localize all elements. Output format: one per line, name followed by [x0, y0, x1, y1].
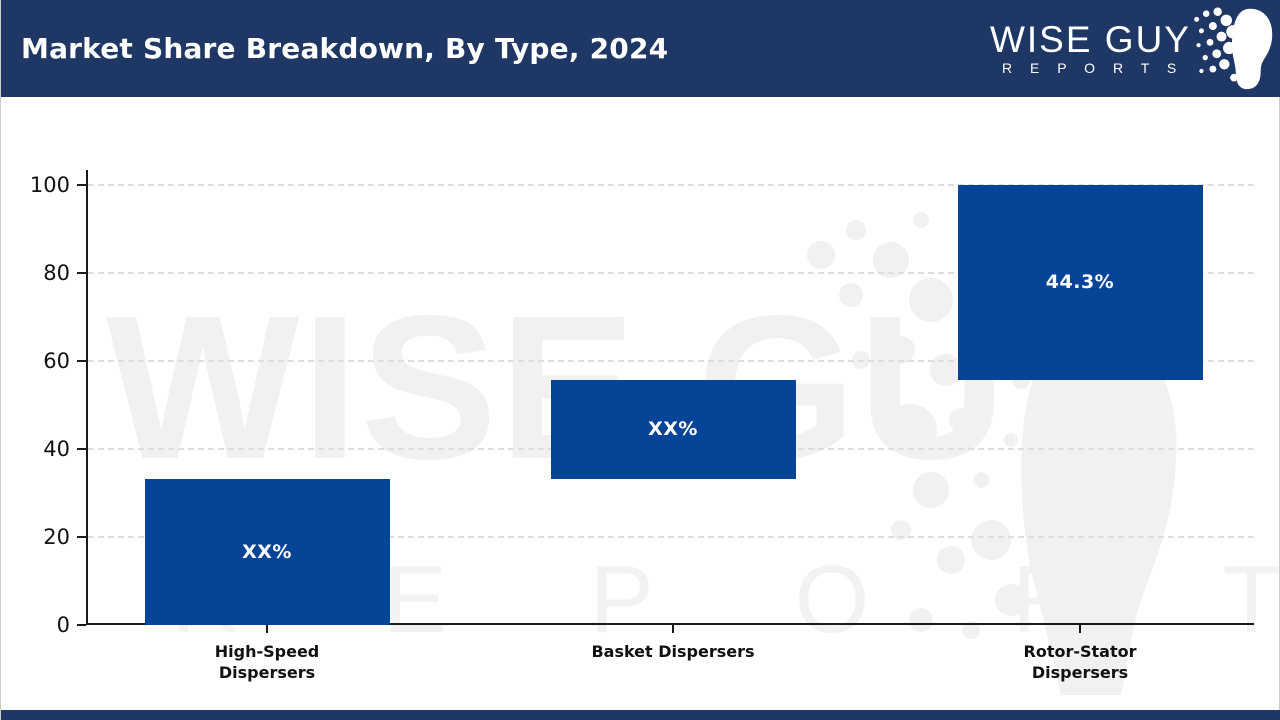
y-axis-tick-label: 40 [43, 437, 70, 461]
logo-wiseguy-text: WISE GUY [989, 18, 1191, 60]
y-axis-tick-label: 20 [43, 525, 70, 549]
y-axis-tick-label: 60 [43, 349, 70, 373]
bar-3: 44.3% [957, 185, 1203, 380]
chart-plot-area: 0 20 40 60 80 100 XX% High-Speed Dispersers XX% Ba… [30, 170, 1254, 682]
page-title: Market Share Breakdown, By Type, 2024 [21, 32, 669, 65]
wiseguy-head-icon [1194, 7, 1273, 89]
y-axis-tick-mark [77, 184, 86, 186]
x-axis-category-label-line: Rotor-Stator [1023, 642, 1137, 661]
bar-value-label: XX% [242, 540, 292, 563]
bar-value-label: 44.3% [1045, 271, 1115, 294]
y-axis-tick-mark [77, 360, 86, 362]
x-axis-category-label-line: High-Speed [214, 642, 320, 661]
bar-2: XX% [550, 379, 796, 479]
bar-value-label: XX% [648, 418, 698, 441]
x-axis-category-label-line: Dispersers [218, 663, 316, 682]
y-axis-tick-label: 80 [43, 261, 70, 285]
gridline-y-20 [88, 536, 1254, 538]
gridline-y-60 [88, 360, 1254, 362]
header-bar: Market Share Breakdown, By Type, 2024 WI… [1, 0, 1280, 97]
y-axis-tick-mark [77, 536, 86, 538]
x-axis-tick-mark [1079, 625, 1081, 633]
x-axis-category-label-line: Dispersers [1031, 663, 1129, 682]
x-axis-category-label-line: Basket Dispersers [591, 642, 755, 661]
y-axis-tick-label: 0 [56, 613, 70, 637]
gridline-y-80 [88, 272, 1254, 274]
footer-bar [1, 710, 1280, 720]
x-axis-tick-mark [266, 625, 268, 633]
x-axis-category-label: Basket Dispersers [513, 641, 833, 662]
logo-text: WISE GUY R E P O R T S [989, 18, 1191, 77]
y-axis-tick-mark [77, 272, 86, 274]
x-axis-tick-mark [672, 625, 674, 633]
y-axis-tick-mark [77, 624, 86, 626]
x-axis-category-label: High-Speed Dispersers [107, 641, 427, 683]
logo-reports-text: R E P O R T S [1001, 59, 1184, 76]
gridline-y-100 [88, 184, 1254, 186]
bar-1: XX% [144, 478, 390, 625]
y-axis-tick-label: 100 [29, 173, 70, 197]
wiseguy-logo: WISE GUY R E P O R T S [990, 5, 1280, 93]
y-axis-tick-mark [77, 448, 86, 450]
x-axis-category-label: Rotor-Stator Dispersers [920, 641, 1240, 683]
